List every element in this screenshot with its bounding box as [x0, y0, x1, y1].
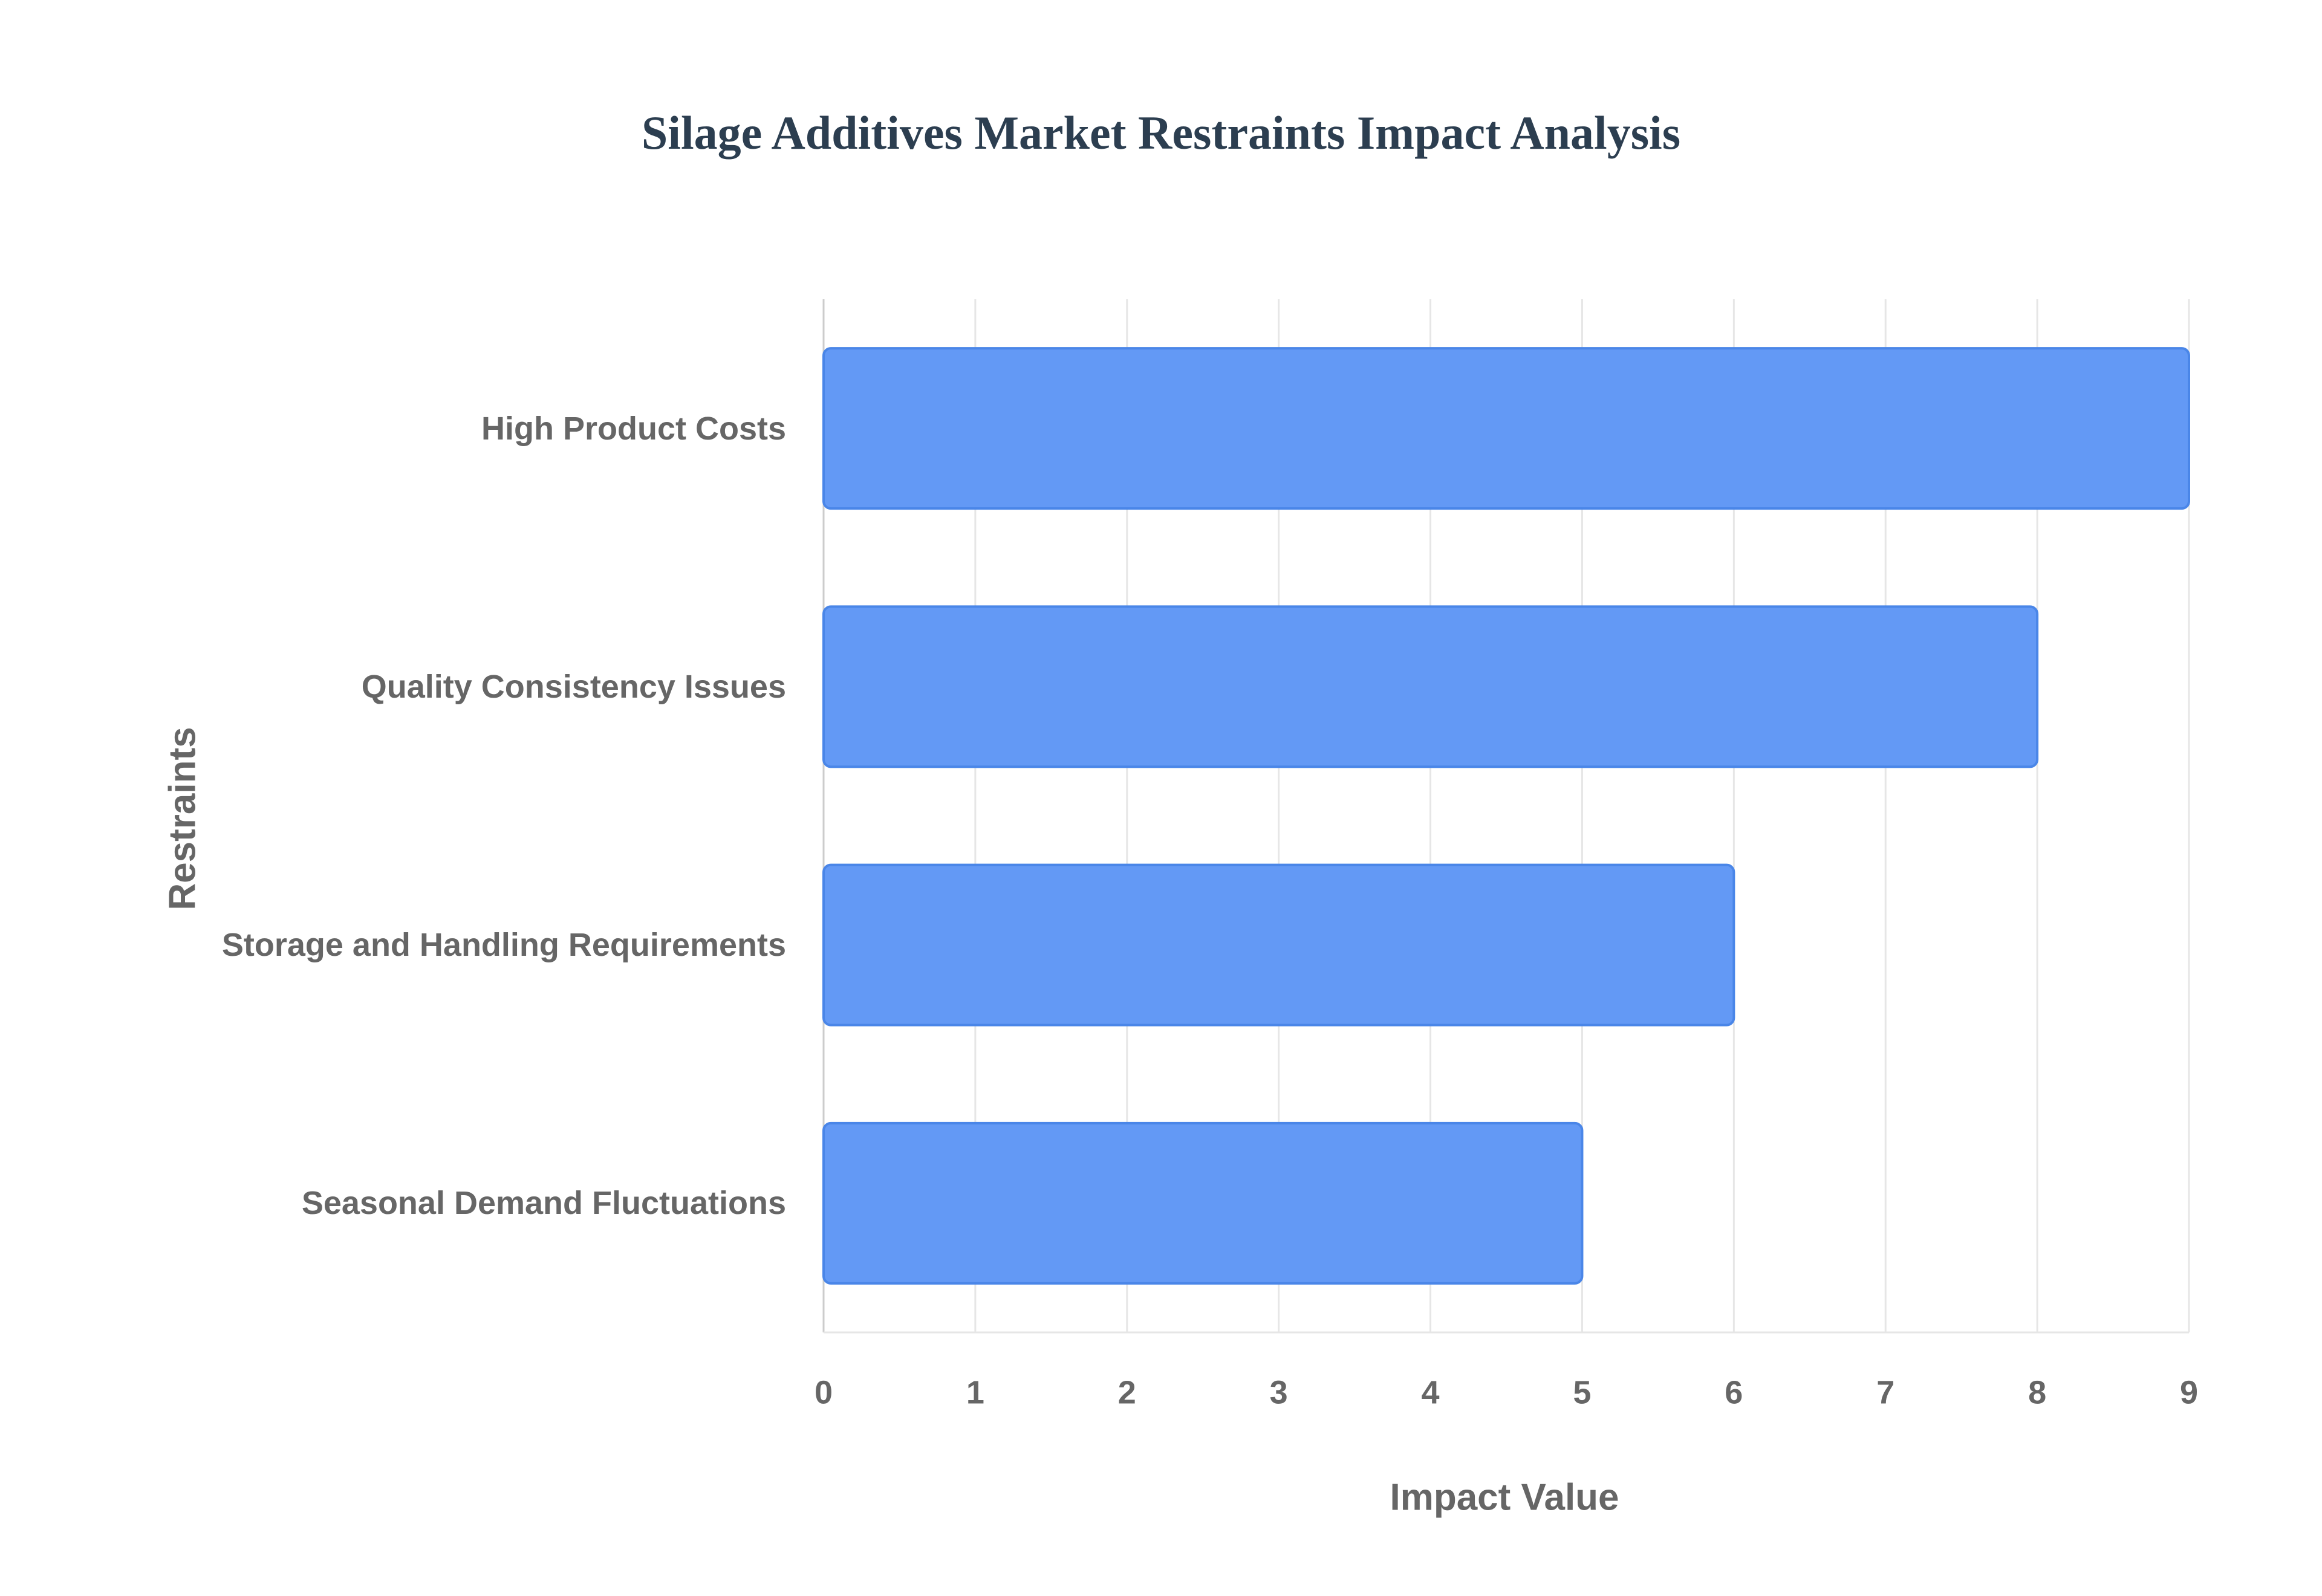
x-tick-label: 2: [1118, 1374, 1136, 1410]
x-tick-label: 5: [1573, 1374, 1591, 1410]
bar: [822, 863, 1735, 1027]
y-tick-label: Storage and Handling Requirements: [221, 927, 786, 964]
y-tick-label: Quality Consistency Issues: [361, 668, 786, 705]
x-tick-label: 8: [2028, 1374, 2046, 1410]
x-tick-label: 0: [815, 1374, 833, 1410]
x-tick-label: 4: [1422, 1374, 1440, 1410]
x-tick-label: 3: [1270, 1374, 1288, 1410]
y-axis-title: Restraints: [161, 727, 203, 910]
bar: [822, 347, 2190, 510]
y-tick-label: High Product Costs: [481, 410, 786, 447]
x-tick-label: 6: [1725, 1374, 1743, 1410]
chart-title: Silage Additives Market Restraints Impac…: [642, 106, 1680, 159]
bar: [822, 1121, 1584, 1285]
bar: [822, 605, 2039, 768]
x-tick-label: 1: [966, 1374, 984, 1410]
y-tick-label: Seasonal Demand Fluctuations: [301, 1185, 786, 1222]
x-tick-label: 9: [2180, 1374, 2198, 1410]
x-axis-title: Impact Value: [1390, 1476, 1619, 1518]
x-tick-label: 7: [1876, 1374, 1894, 1410]
